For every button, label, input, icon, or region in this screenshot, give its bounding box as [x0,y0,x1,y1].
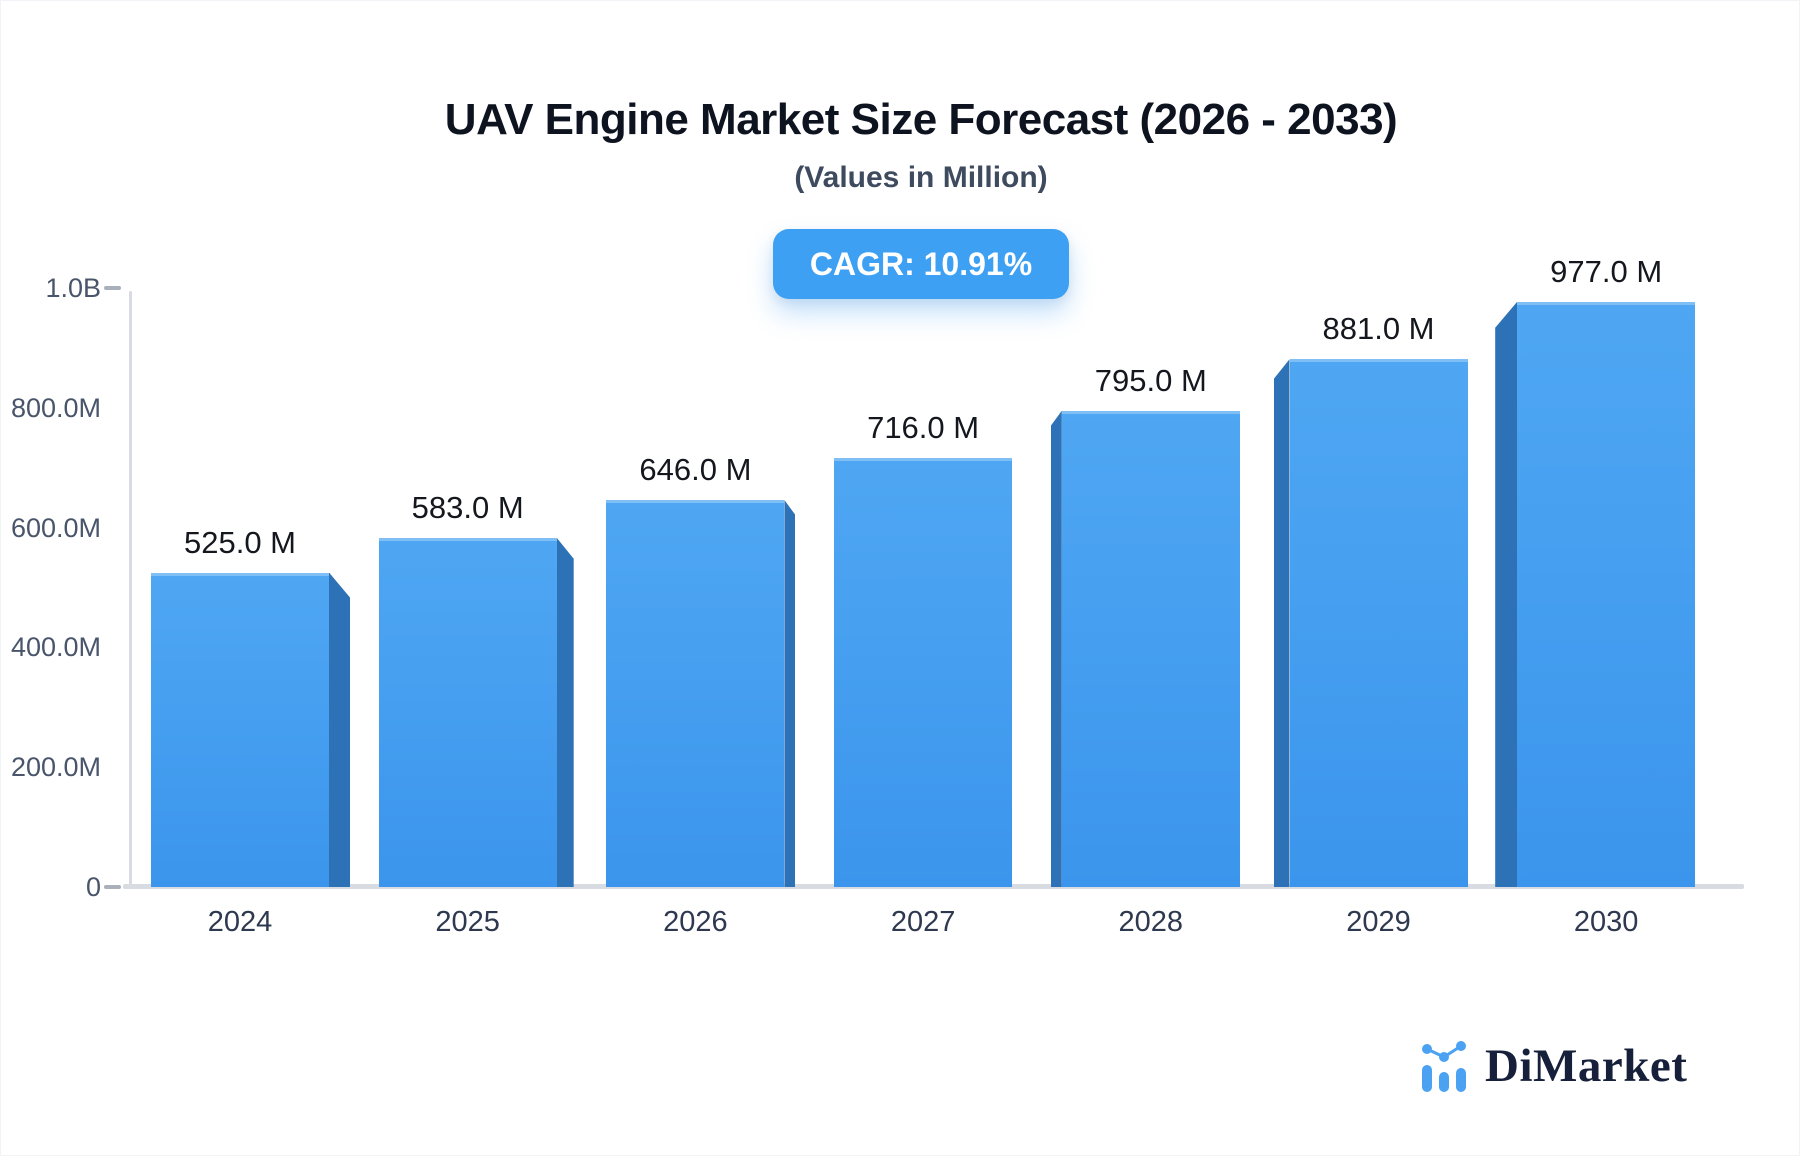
bar-2028 [1061,410,1240,887]
y-tick-label: 800.0M [10,392,101,423]
y-axis-line [129,291,132,887]
x-tick-label: 2029 [1346,906,1411,938]
bar-side-face [1050,410,1062,887]
bar-value-label: 977.0 M [1550,253,1663,289]
brand-name: DiMarket [1485,1040,1688,1092]
bar-2030 [1517,301,1696,887]
chart-subtitle: (Values in Million) [794,161,1048,194]
x-tick-label: 2030 [1573,906,1639,938]
bar-value-label: 583.0 M [411,489,524,525]
bar-2026 [606,500,785,887]
bar-side-face [1273,359,1290,887]
y-tick-label: 1.0B [45,273,101,303]
y-tick-label: 600.0M [10,512,101,543]
y-tick-dash [104,885,121,889]
y-tick-label: 0 [85,872,101,902]
bar-side-face [784,500,796,887]
bar-value-label: 881.0 M [1322,311,1435,347]
chart-header: UAV Engine Market Size Forecast (2026 - … [121,95,1721,299]
bar-value-label: 716.0 M [867,410,980,446]
bar-side-face [556,537,574,887]
bar-side-face [1495,301,1518,887]
y-tick-dash [104,286,121,290]
x-tick-label: 2025 [435,906,500,938]
bar-2024 [151,572,329,887]
bar-2025 [378,537,557,887]
bar-2027 [834,458,1013,887]
y-tick-label: 200.0M [10,752,101,783]
x-tick-label: 2027 [890,906,956,938]
y-tick-label: 400.0M [10,632,101,663]
brand-logo: DiMarket [1419,1039,1687,1093]
bar-side-face [329,572,350,887]
page-title: UAV Engine Market Size Forecast (2026 - … [444,95,1398,144]
x-tick-label: 2026 [663,906,728,938]
bar-chart-logo-icon [1422,1041,1466,1092]
cagr-badge: CAGR: 10.91% [772,229,1070,299]
x-tick-label: 2024 [207,906,273,938]
bar-value-label: 646.0 M [639,452,752,488]
x-tick-label: 2028 [1118,906,1184,938]
bar-2029 [1289,359,1468,887]
bar-value-label: 795.0 M [1094,362,1207,398]
bar-value-label: 525.0 M [183,524,296,560]
